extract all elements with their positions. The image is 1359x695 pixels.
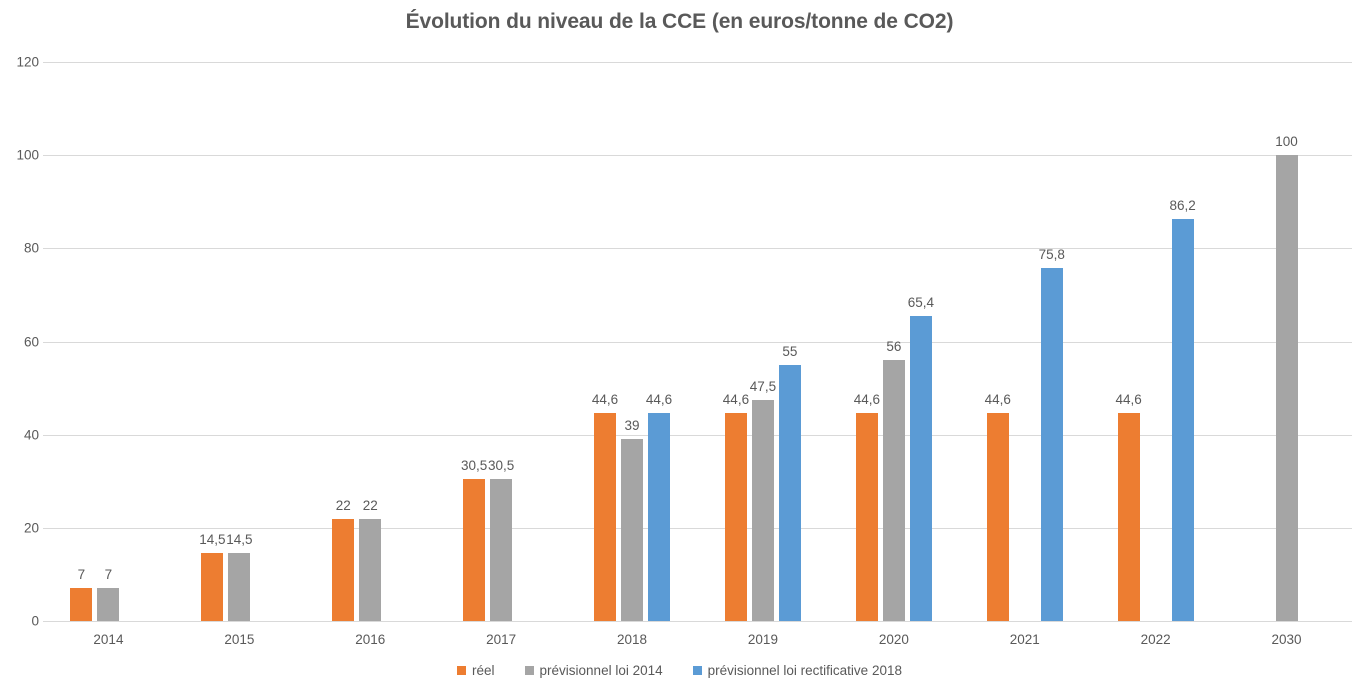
bar-2019-series-2[interactable] xyxy=(751,399,774,621)
bar-2017-series-1[interactable] xyxy=(463,478,486,621)
gridline-20 xyxy=(43,527,1352,529)
gridline-80 xyxy=(43,248,1352,250)
legend-label: prévisionnel loi 2014 xyxy=(539,663,663,678)
bar-value-label-2020-series-1: 44,6 xyxy=(853,392,880,408)
bar-2015-series-1[interactable] xyxy=(201,553,224,621)
bar-value-label-2022-series-1: 44,6 xyxy=(1115,392,1142,408)
plot-area: 0 20 40 60 80 100 120 2014 7 7 2015 14,5 14,5 2016 22 2… xyxy=(16,55,1352,647)
legend-item-1[interactable]: réel xyxy=(457,663,495,678)
bar-2020-series-3[interactable] xyxy=(909,316,932,621)
x-axis-tick-label-2030: 2030 xyxy=(1271,632,1302,647)
x-axis-tick-label-2016: 2016 xyxy=(355,632,386,647)
legend-swatch-icon xyxy=(692,666,702,675)
bar-value-label-2022-series-3: 86,2 xyxy=(1169,198,1196,214)
gridline-100 xyxy=(43,155,1352,157)
bar-2019-series-3[interactable] xyxy=(778,364,801,621)
bar-value-label-2030-series-2: 100 xyxy=(1275,134,1298,150)
bar-2014-series-1[interactable] xyxy=(70,588,93,621)
y-axis-tick-label: 20 xyxy=(23,520,39,536)
bar-2020-series-1[interactable] xyxy=(855,413,878,621)
bar-value-label-2016-series-2: 22 xyxy=(362,497,378,513)
legend-label: prévisionnel loi rectificative 2018 xyxy=(707,663,902,678)
bar-value-label-2017-series-2: 30,5 xyxy=(488,457,515,473)
x-axis-tick-label-2020: 2020 xyxy=(878,632,909,647)
y-axis-tick-label: 0 xyxy=(31,613,39,629)
chart-title: Évolution du niveau de la CCE (en euros/… xyxy=(405,10,954,33)
x-axis-tick-label-2014: 2014 xyxy=(93,632,124,647)
bar-value-label-2017-series-1: 30,5 xyxy=(461,457,488,473)
bar-2016-series-1[interactable] xyxy=(332,518,355,621)
bar-2017-series-2[interactable] xyxy=(490,478,513,621)
bar-value-label-2019-series-2: 47,5 xyxy=(749,378,777,394)
x-axis-tick-label-2018: 2018 xyxy=(617,632,648,647)
gridline-0 xyxy=(43,621,1352,622)
bar-value-label-2015-series-2: 14,5 xyxy=(226,532,253,548)
bar-2021-series-1[interactable] xyxy=(986,413,1009,621)
y-axis-tick-label: 100 xyxy=(16,147,39,163)
bar-2014-series-2[interactable] xyxy=(97,588,120,621)
bar-value-label-2020-series-2: 56 xyxy=(886,339,902,355)
x-axis-tick-label-2019: 2019 xyxy=(747,632,778,647)
bar-2016-series-2[interactable] xyxy=(359,518,382,621)
bar-value-label-2014-series-1: 7 xyxy=(77,567,86,583)
bar-value-label-2014-series-2: 7 xyxy=(104,567,113,583)
bar-2018-series-1[interactable] xyxy=(594,413,617,621)
bar-2030-series-2[interactable] xyxy=(1275,155,1298,621)
bar-value-label-2021-series-3: 75,8 xyxy=(1038,246,1065,262)
y-axis-tick-label: 60 xyxy=(23,334,39,349)
x-axis-tick-label-2022: 2022 xyxy=(1140,632,1171,647)
bar-value-label-2018-series-2: 39 xyxy=(624,418,640,434)
y-axis-tick-label: 120 xyxy=(16,54,39,70)
bar-value-label-2018-series-3: 44,6 xyxy=(645,392,673,408)
gridline-60 xyxy=(43,341,1352,343)
bar-2021-series-3[interactable] xyxy=(1040,267,1063,621)
bar-2019-series-1[interactable] xyxy=(724,413,747,621)
bar-value-label-2018-series-1: 44,6 xyxy=(591,392,619,408)
gridline-120 xyxy=(43,62,1352,63)
bar-2018-series-3[interactable] xyxy=(648,413,671,621)
x-axis-tick-label-2017: 2017 xyxy=(486,632,517,647)
legend-label: réel xyxy=(472,663,495,678)
bar-value-label-2020-series-3: 65,4 xyxy=(907,295,934,311)
legend-item-3[interactable]: prévisionnel loi rectificative 2018 xyxy=(692,663,902,678)
y-axis-tick-label: 80 xyxy=(23,240,39,256)
x-axis-tick-label-2021: 2021 xyxy=(1009,632,1040,647)
bar-2015-series-2[interactable] xyxy=(228,553,251,621)
bar-value-label-2019-series-1: 44,6 xyxy=(722,392,750,408)
bar-2022-series-3[interactable] xyxy=(1171,219,1194,621)
x-axis-tick-label-2015: 2015 xyxy=(224,632,255,647)
bar-value-label-2019-series-3: 55 xyxy=(782,343,798,359)
legend-swatch-icon xyxy=(524,666,534,675)
bar-value-label-2021-series-1: 44,6 xyxy=(984,392,1011,408)
bar-value-label-2016-series-1: 22 xyxy=(335,497,351,513)
gridline-40 xyxy=(43,434,1352,436)
legend-item-2[interactable]: prévisionnel loi 2014 xyxy=(524,663,663,678)
bar-2022-series-1[interactable] xyxy=(1117,413,1140,621)
legend-swatch-icon xyxy=(457,666,467,675)
y-axis-tick-label: 40 xyxy=(23,427,39,443)
bar-2020-series-2[interactable] xyxy=(882,360,905,621)
chart-legend: réel prévisionnel loi 2014 prévisionnel lo… xyxy=(0,663,1359,678)
bar-value-label-2015-series-1: 14,5 xyxy=(199,532,226,548)
bar-2018-series-2[interactable] xyxy=(621,439,644,621)
